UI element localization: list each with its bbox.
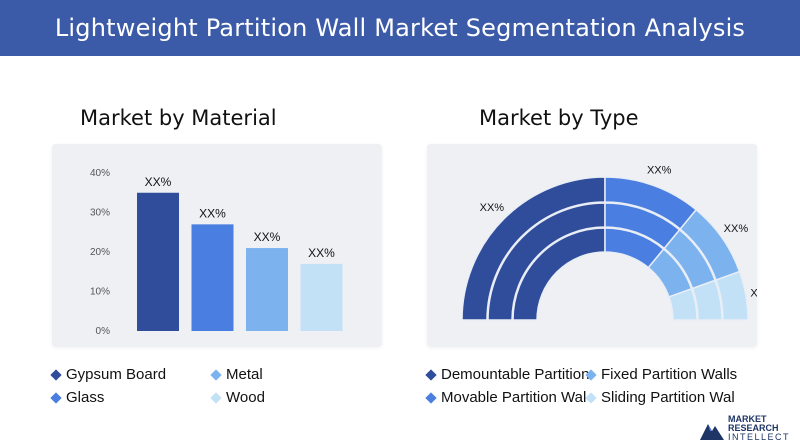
legend-diamond-icon [50,391,62,404]
legend-item: Fixed Partition Walls [585,366,738,383]
legend-diamond-icon [50,368,62,381]
bar-data-label: XX% [145,175,172,189]
material-bar-chart: 0% 10% 20% 30% 40% XX% XX% XX% XX% [90,168,343,337]
donut-data-label: XX% [750,287,757,299]
legend-label: Sliding Partition Wal [601,389,735,406]
donut-chart-panel: XX% XX% XX% XX% [427,144,775,347]
legend-diamond-icon [425,368,437,381]
legend-label: Gypsum Board [66,366,167,383]
donut-data-label: XX% [724,223,749,235]
legend-label: Metal [226,366,263,383]
slice-sliding-partition-wal-ring-1 [715,270,749,321]
legend-label: Demountable Partition [441,366,590,383]
y-tick-label: 40% [90,168,110,179]
logo-wordmark: MARKET RESEARCH INTELLECT [728,415,790,442]
mountain-logo-icon [700,423,724,440]
legend-item: Demountable Partition [425,366,590,383]
y-tick-label: 30% [90,208,110,219]
donut-data-label: XX% [647,164,672,176]
legend-diamond-icon [585,368,597,381]
legend-diamond-icon [210,368,222,381]
legend-item: Movable Partition Wal [425,389,587,406]
bar-glass [246,248,288,331]
logo-line-3: INTELLECT [728,432,791,442]
type-section-title: Market by Type [479,106,639,130]
legend-label: Movable Partition Wal [441,389,587,406]
donut-data-label: XX% [480,202,505,214]
legend-diamond-icon [585,391,597,404]
bar-data-label: XX% [308,246,335,260]
legend-item: Glass [50,389,105,406]
y-tick-label: 10% [90,287,110,298]
material-section-title: Market by Material [80,106,277,130]
bar-data-label: XX% [199,206,226,220]
bar-chart-panel: 0% 10% 20% 30% 40% XX% XX% XX% XX% [52,144,382,347]
bar-data-label: XX% [254,230,281,244]
brand-logo: MARKET RESEARCH INTELLECT [700,415,790,442]
slice-sliding-partition-wal-ring-3 [668,287,698,321]
logo-line-2: RESEARCH [728,423,779,433]
legend-diamond-icon [425,391,437,404]
legend-label: Fixed Partition Walls [601,366,738,383]
legend-item: Gypsum Board [50,366,167,383]
type-semi-donut-chart: XX% XX% XX% XX% [461,164,775,321]
legend-item: Wood [210,389,265,406]
legend-label: Wood [226,389,265,406]
y-tick-label: 20% [90,247,110,258]
bar-metal [191,224,234,331]
bar-wood [300,263,343,331]
slice-sliding-partition-wal-ring-2 [691,279,723,321]
legend-diamond-icon [210,391,222,404]
logo-line-1: MARKET [728,414,767,424]
bar-gypsum-board [137,192,179,331]
page-title: Lightweight Partition Wall Market Segmen… [54,14,746,42]
legend-label: Glass [66,389,105,406]
legend-item: Metal [210,366,263,383]
header-banner: Lightweight Partition Wall Market Segmen… [0,0,800,56]
y-tick-label: 0% [96,326,111,337]
legend-item: Sliding Partition Wal [585,389,735,406]
